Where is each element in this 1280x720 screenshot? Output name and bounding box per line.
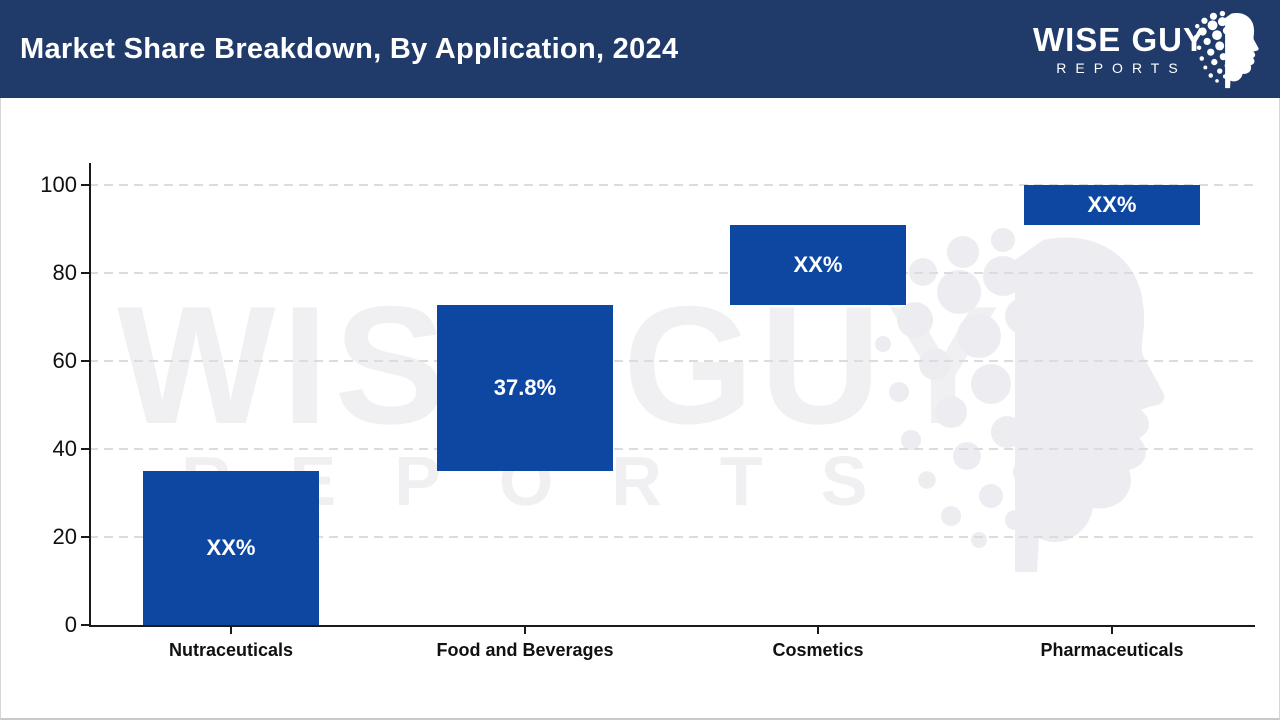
header-bar: Market Share Breakdown, By Application, … (0, 0, 1280, 98)
bar-food-and-beverages: 37.8% (437, 304, 613, 471)
gridline (89, 184, 1255, 186)
bar-pharmaceuticals: XX% (1024, 185, 1200, 226)
gridline (89, 360, 1255, 362)
y-tick-mark (81, 448, 89, 450)
bar-value-label: XX% (206, 535, 256, 560)
x-tick-label-pharmaceuticals: Pharmaceuticals (1040, 640, 1184, 660)
y-tick-label: 40 (52, 436, 77, 461)
gridline (89, 272, 1255, 274)
y-tick-label: 80 (52, 260, 77, 285)
logo-wordmark-line1: WISE GUY (1032, 21, 1206, 58)
bar-value-label: XX% (1087, 192, 1137, 218)
y-tick-mark (81, 624, 89, 626)
y-tick-mark (81, 272, 89, 274)
bar-cosmetics: XX% (730, 225, 906, 305)
y-tick-label: 60 (52, 348, 77, 373)
x-tick-label-cosmetics: Cosmetics (772, 640, 864, 660)
y-axis-line (89, 163, 91, 625)
gridline (89, 448, 1255, 450)
logo-wordmark-line2: REPORTS (1056, 60, 1187, 76)
logo-wordmark: WISE GUY REPORTS (1033, 23, 1206, 75)
y-tick-mark (81, 536, 89, 538)
x-tick-label-nutraceuticals: Nutraceuticals (168, 640, 294, 660)
y-tick-mark (81, 184, 89, 186)
bar-value-label: 37.8% (493, 374, 557, 400)
watermark-head-icon (875, 228, 1165, 572)
x-tick-label-food-and-beverages: Food and Beverages (436, 640, 614, 660)
y-tick-label: 0 (64, 612, 77, 637)
y-tick-mark (81, 360, 89, 362)
gridline (89, 536, 1255, 538)
y-tick-label: 100 (40, 172, 77, 197)
x-tick-mark (1111, 627, 1113, 634)
x-tick-mark (817, 627, 819, 634)
x-tick-mark (230, 627, 232, 634)
chart-title: Market Share Breakdown, By Application, … (20, 32, 679, 65)
x-axis-line (89, 625, 1255, 627)
y-tick-label: 20 (52, 524, 77, 549)
bar-nutraceuticals: XX% (143, 471, 319, 625)
wise-guy-logo: WISE GUY REPORTS (1033, 10, 1262, 89)
x-tick-mark (524, 627, 526, 634)
bar-value-label: XX% (793, 252, 843, 278)
